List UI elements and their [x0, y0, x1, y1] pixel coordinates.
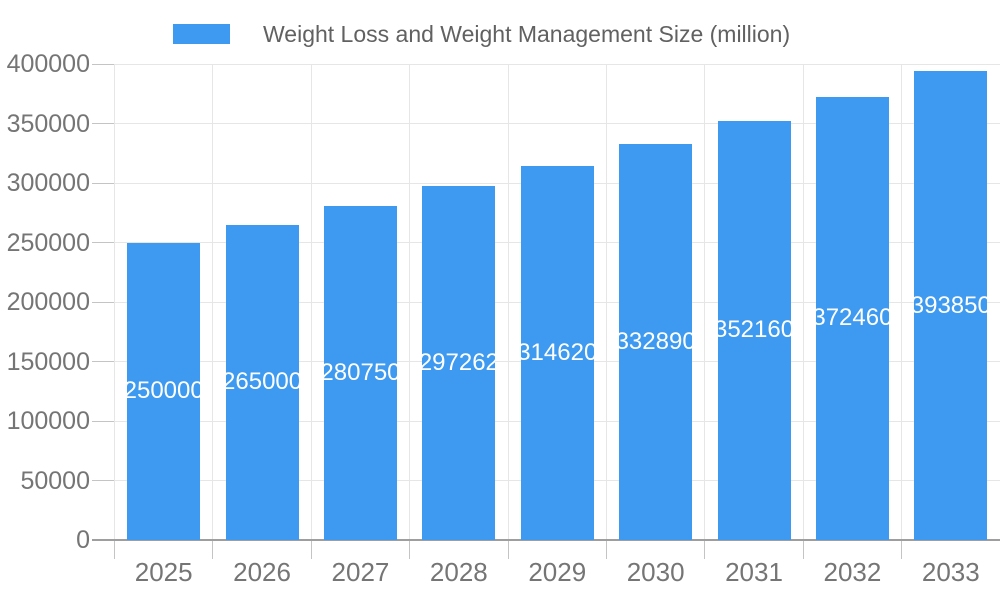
v-gridline — [901, 64, 903, 540]
v-gridline — [802, 64, 804, 540]
x-axis-tick — [114, 541, 115, 559]
bar[interactable]: 297262 — [422, 186, 496, 540]
bar[interactable]: 372460 — [815, 96, 889, 540]
x-axis-label: 2032 — [823, 557, 882, 587]
legend-swatch — [173, 24, 230, 44]
y-axis-label: 200000 — [6, 288, 90, 316]
y-axis-tick — [92, 123, 115, 124]
x-axis-tick — [310, 541, 312, 559]
bar-value-label: 280750 — [323, 358, 397, 386]
bar-value-label: 297262 — [422, 349, 496, 377]
y-axis-label: 250000 — [6, 228, 90, 257]
y-axis-tick — [92, 301, 115, 303]
v-gridline — [507, 64, 509, 540]
h-gridline — [114, 123, 1000, 124]
y-axis-label: 50000 — [20, 466, 90, 495]
y-axis-tick — [92, 420, 115, 422]
y-axis-label: 0 — [76, 526, 90, 554]
y-axis-label: 400000 — [6, 50, 90, 78]
bar-value-label: 332890 — [619, 327, 693, 355]
y-axis-tick — [92, 361, 115, 362]
h-gridline — [114, 63, 1000, 65]
chart-title: Weight Loss and Weight Management Size (… — [263, 21, 791, 47]
y-axis-tick — [92, 480, 115, 481]
v-gridline — [114, 64, 115, 540]
x-axis-label: 2025 — [134, 557, 193, 587]
v-gridline — [310, 64, 312, 540]
x-axis-label: 2026 — [233, 557, 291, 587]
x-axis-tick — [409, 541, 411, 559]
x-axis-label: 2027 — [331, 557, 390, 587]
y-axis-label: 300000 — [6, 169, 90, 197]
y-axis-label: 100000 — [6, 407, 90, 435]
x-axis-label: 2029 — [528, 557, 587, 587]
bar-value-label: 314620 — [520, 338, 594, 366]
x-axis-label: 2031 — [725, 557, 783, 587]
bar[interactable]: 314620 — [520, 165, 594, 540]
bar-value-label: 352160 — [717, 316, 791, 344]
bar[interactable]: 332890 — [619, 143, 693, 540]
y-axis-label: 350000 — [6, 109, 90, 138]
x-axis-baseline — [92, 539, 1000, 541]
legend: Weight Loss and Weight Management Size (… — [173, 21, 791, 47]
bar-value-label: 372460 — [815, 304, 889, 332]
bar[interactable]: 250000 — [127, 242, 201, 540]
x-axis-tick — [901, 541, 903, 559]
x-axis-tick — [704, 541, 706, 559]
bar-value-label: 393850 — [914, 291, 988, 319]
x-axis-tick — [802, 541, 804, 559]
y-axis-tick — [92, 242, 115, 243]
v-gridline — [409, 64, 411, 540]
v-gridline — [704, 64, 706, 540]
bar-value-label: 250000 — [127, 377, 201, 405]
x-axis-label: 2033 — [921, 557, 980, 587]
x-axis-tick — [605, 541, 607, 559]
bar[interactable]: 265000 — [225, 224, 299, 540]
x-axis-tick — [212, 541, 214, 559]
v-gridline — [605, 64, 607, 540]
v-gridline — [212, 64, 214, 540]
y-axis-tick — [92, 182, 115, 184]
bar-value-label: 265000 — [225, 368, 299, 396]
x-axis-tick — [507, 541, 509, 559]
bar[interactable]: 393850 — [914, 71, 988, 540]
bar[interactable]: 352160 — [717, 120, 791, 540]
bar[interactable]: 280750 — [323, 205, 397, 540]
x-axis-label: 2030 — [626, 557, 685, 587]
x-axis-label: 2028 — [429, 557, 488, 587]
y-axis-label: 150000 — [6, 347, 90, 376]
y-axis-tick — [92, 63, 115, 65]
